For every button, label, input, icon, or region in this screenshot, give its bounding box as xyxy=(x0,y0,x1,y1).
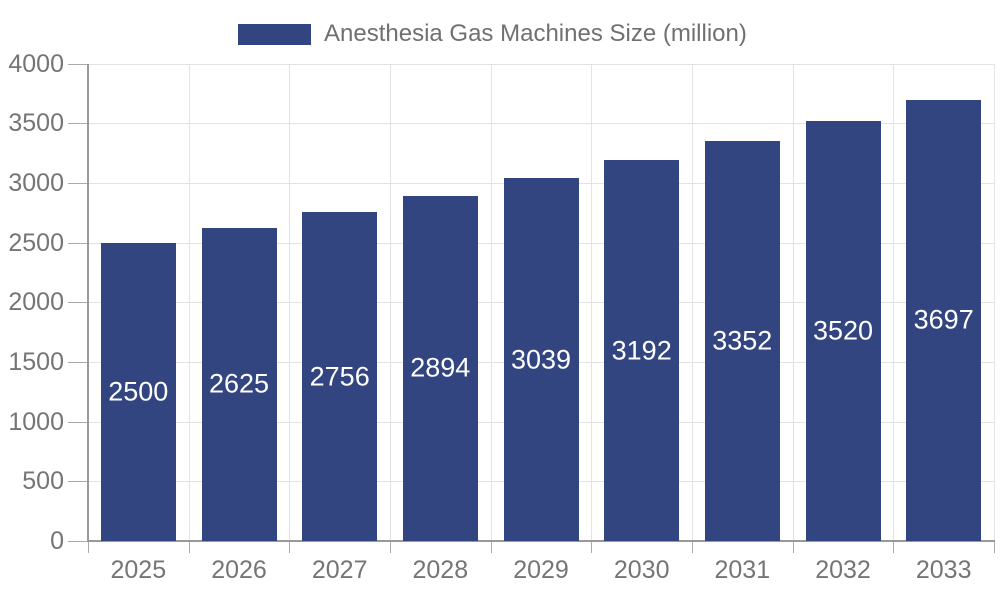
bar-value-label: 3039 xyxy=(510,344,572,375)
x-axis-tick-label: 2029 xyxy=(513,556,569,584)
bar-2026[interactable] xyxy=(201,227,277,541)
x-axis-tick xyxy=(591,541,592,553)
x-gridline xyxy=(390,63,391,541)
y-axis-tick xyxy=(68,302,88,303)
bar-2027[interactable] xyxy=(302,212,378,541)
bar-value-label: 2625 xyxy=(208,368,270,399)
x-axis-tick-label: 2031 xyxy=(714,556,771,584)
y-axis-tick xyxy=(68,183,88,184)
x-axis-tick xyxy=(793,541,794,553)
y-axis-tick xyxy=(68,422,88,423)
y-gridline xyxy=(88,64,994,65)
x-axis-tick-label: 2030 xyxy=(613,556,670,584)
x-gridline xyxy=(793,63,794,541)
x-gridline xyxy=(893,63,894,541)
legend[interactable]: Anesthesia Gas Machines Size (million) xyxy=(238,20,747,48)
y-gridline xyxy=(88,123,994,124)
bar-value-label: 3352 xyxy=(712,325,773,356)
x-axis-tick-label: 2028 xyxy=(412,556,469,584)
y-axis-tick xyxy=(68,243,88,244)
y-axis-tick-label: 3500 xyxy=(8,109,64,137)
x-gridline xyxy=(189,63,190,541)
bar-2029[interactable] xyxy=(503,178,579,541)
x-axis-tick xyxy=(88,541,89,553)
x-axis-tick xyxy=(994,541,995,553)
y-axis-tick-label: 2500 xyxy=(8,229,64,257)
x-gridline xyxy=(289,63,290,541)
bar-2031[interactable] xyxy=(704,140,780,541)
y-axis-tick-label: 2000 xyxy=(8,288,64,316)
y-axis-tick-label: 1500 xyxy=(8,348,64,376)
x-axis-tick xyxy=(692,541,693,553)
legend-swatch xyxy=(238,23,311,45)
x-axis-tick xyxy=(289,541,290,553)
bar-value-label: 3520 xyxy=(812,315,874,346)
y-axis-tick-label: 500 xyxy=(22,467,64,495)
y-axis-tick-label: 0 xyxy=(50,527,64,555)
bar-2033[interactable] xyxy=(906,99,982,541)
x-axis-tick xyxy=(390,541,391,553)
y-axis-tick-label: 3000 xyxy=(8,169,64,197)
bar-value-label: 2756 xyxy=(309,361,370,391)
bar-value-label: 2894 xyxy=(410,352,471,383)
x-axis-tick-label: 2027 xyxy=(311,556,368,584)
bar-2025[interactable] xyxy=(100,242,176,541)
y-axis-line xyxy=(87,63,89,541)
y-axis-tick xyxy=(68,64,88,65)
x-axis-tick xyxy=(189,541,190,553)
x-axis-line xyxy=(87,540,995,542)
y-axis-tick-label: 1000 xyxy=(8,408,64,436)
y-axis-tick xyxy=(68,123,88,124)
x-axis-tick-label: 2032 xyxy=(815,556,871,584)
bar-2032[interactable] xyxy=(805,120,881,541)
bar-value-label: 3697 xyxy=(913,304,974,335)
x-gridline xyxy=(491,63,492,541)
bar-value-label: 3192 xyxy=(611,335,672,365)
x-gridline xyxy=(994,63,995,541)
x-axis-tick xyxy=(893,541,894,553)
x-axis-tick-label: 2025 xyxy=(110,556,167,584)
y-axis-tick-label: 4000 xyxy=(8,50,64,78)
bar-2028[interactable] xyxy=(402,195,478,541)
y-axis-tick xyxy=(68,541,88,542)
x-axis-tick xyxy=(491,541,492,553)
y-axis-tick xyxy=(68,481,88,482)
x-gridline xyxy=(591,63,592,541)
y-axis-tick xyxy=(68,362,88,363)
x-axis-tick-label: 2033 xyxy=(915,556,972,584)
bar-2030[interactable] xyxy=(604,160,680,541)
bar-value-label: 2500 xyxy=(108,376,169,407)
x-gridline xyxy=(692,63,693,541)
x-axis-tick-label: 2026 xyxy=(211,556,267,584)
legend-label: Anesthesia Gas Machines Size (million) xyxy=(324,20,747,47)
